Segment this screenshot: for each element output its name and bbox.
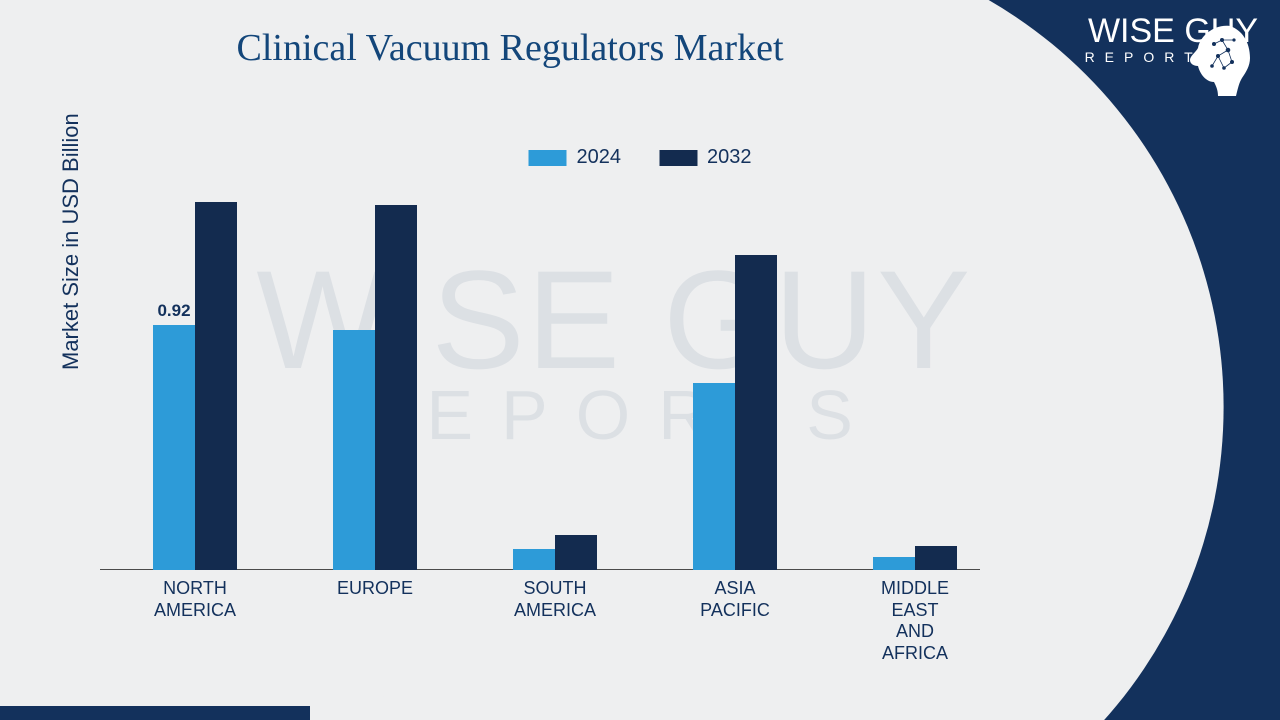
legend-label-a: 2024 [577,146,622,169]
bar-series-a [153,325,195,570]
bar-series-a [513,549,555,570]
legend: 2024 2032 [529,146,752,169]
bar-group: MIDDLEEASTANDAFRICA [840,546,990,570]
legend-swatch-b [659,150,697,166]
bar-group: SOUTHAMERICA [480,535,630,570]
bar-group: ASIAPACIFIC [660,255,810,570]
bar-series-b [195,202,237,570]
brand-logo: WISE GUY REPORTS [1085,14,1258,64]
logo-word-wise: WISE [1088,12,1175,50]
bar-series-b [375,205,417,570]
bottom-accent-strip [0,706,310,720]
chart-title: Clinical Vacuum Regulators Market [120,26,900,70]
bar-series-a [693,383,735,570]
bar-group: EUROPE [300,205,450,570]
bar-series-a [873,557,915,570]
category-label: SOUTHAMERICA [480,578,630,621]
legend-label-b: 2032 [707,146,752,169]
report-canvas: WISE GUY REPORTS WISE GUY REPORTS Clinic… [0,0,1280,720]
bar-series-b [555,535,597,570]
logo-word-guy [1175,12,1184,50]
legend-item-2024: 2024 [529,146,622,169]
bar-group: NORTHAMERICA0.92 [120,202,270,570]
bar-series-a [333,330,375,570]
category-label: MIDDLEEASTANDAFRICA [840,578,990,664]
right-dark-panel [960,0,1280,720]
category-label: NORTHAMERICA [120,578,270,621]
bar-series-b [915,546,957,570]
y-axis-label: Market Size in USD Billion [58,113,84,370]
value-label: 0.92 [157,301,190,321]
bar-chart: NORTHAMERICA0.92EUROPE SOUTHAMERICA ASIAPA… [100,170,980,570]
category-label: ASIAPACIFIC [660,578,810,621]
legend-swatch-a [529,150,567,166]
bar-series-b [735,255,777,570]
head-icon [1184,22,1254,100]
category-label: EUROPE [300,578,450,600]
legend-item-2032: 2032 [659,146,752,169]
